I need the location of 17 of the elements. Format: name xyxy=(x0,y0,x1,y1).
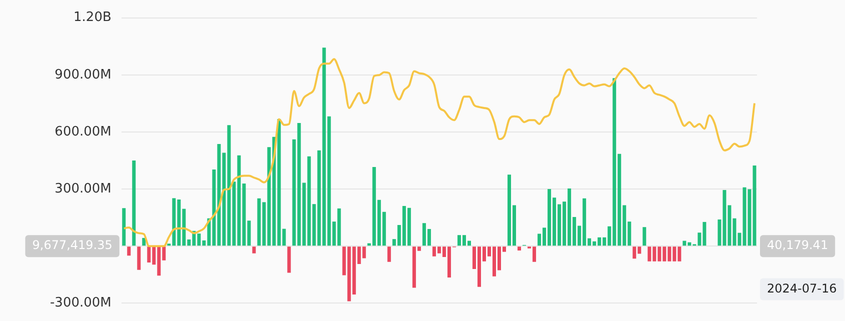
bar xyxy=(642,227,646,246)
bar xyxy=(252,246,256,254)
bar xyxy=(127,246,131,256)
bar xyxy=(122,208,126,246)
bar xyxy=(142,238,146,246)
text: 2024-07-16 xyxy=(767,281,837,296)
bar xyxy=(518,246,522,250)
y-tick-label: 1.20B xyxy=(74,10,112,26)
bar xyxy=(137,246,141,270)
bar xyxy=(387,246,391,262)
bar xyxy=(287,246,291,273)
y-tick-label: 600.00M xyxy=(54,124,112,140)
y-tick-label: 900.00M xyxy=(54,67,112,82)
y-tick-label: 300.00M xyxy=(54,181,112,196)
y-tick-label: -300.00M xyxy=(50,296,112,311)
line-series xyxy=(122,58,756,248)
bar xyxy=(132,160,136,246)
